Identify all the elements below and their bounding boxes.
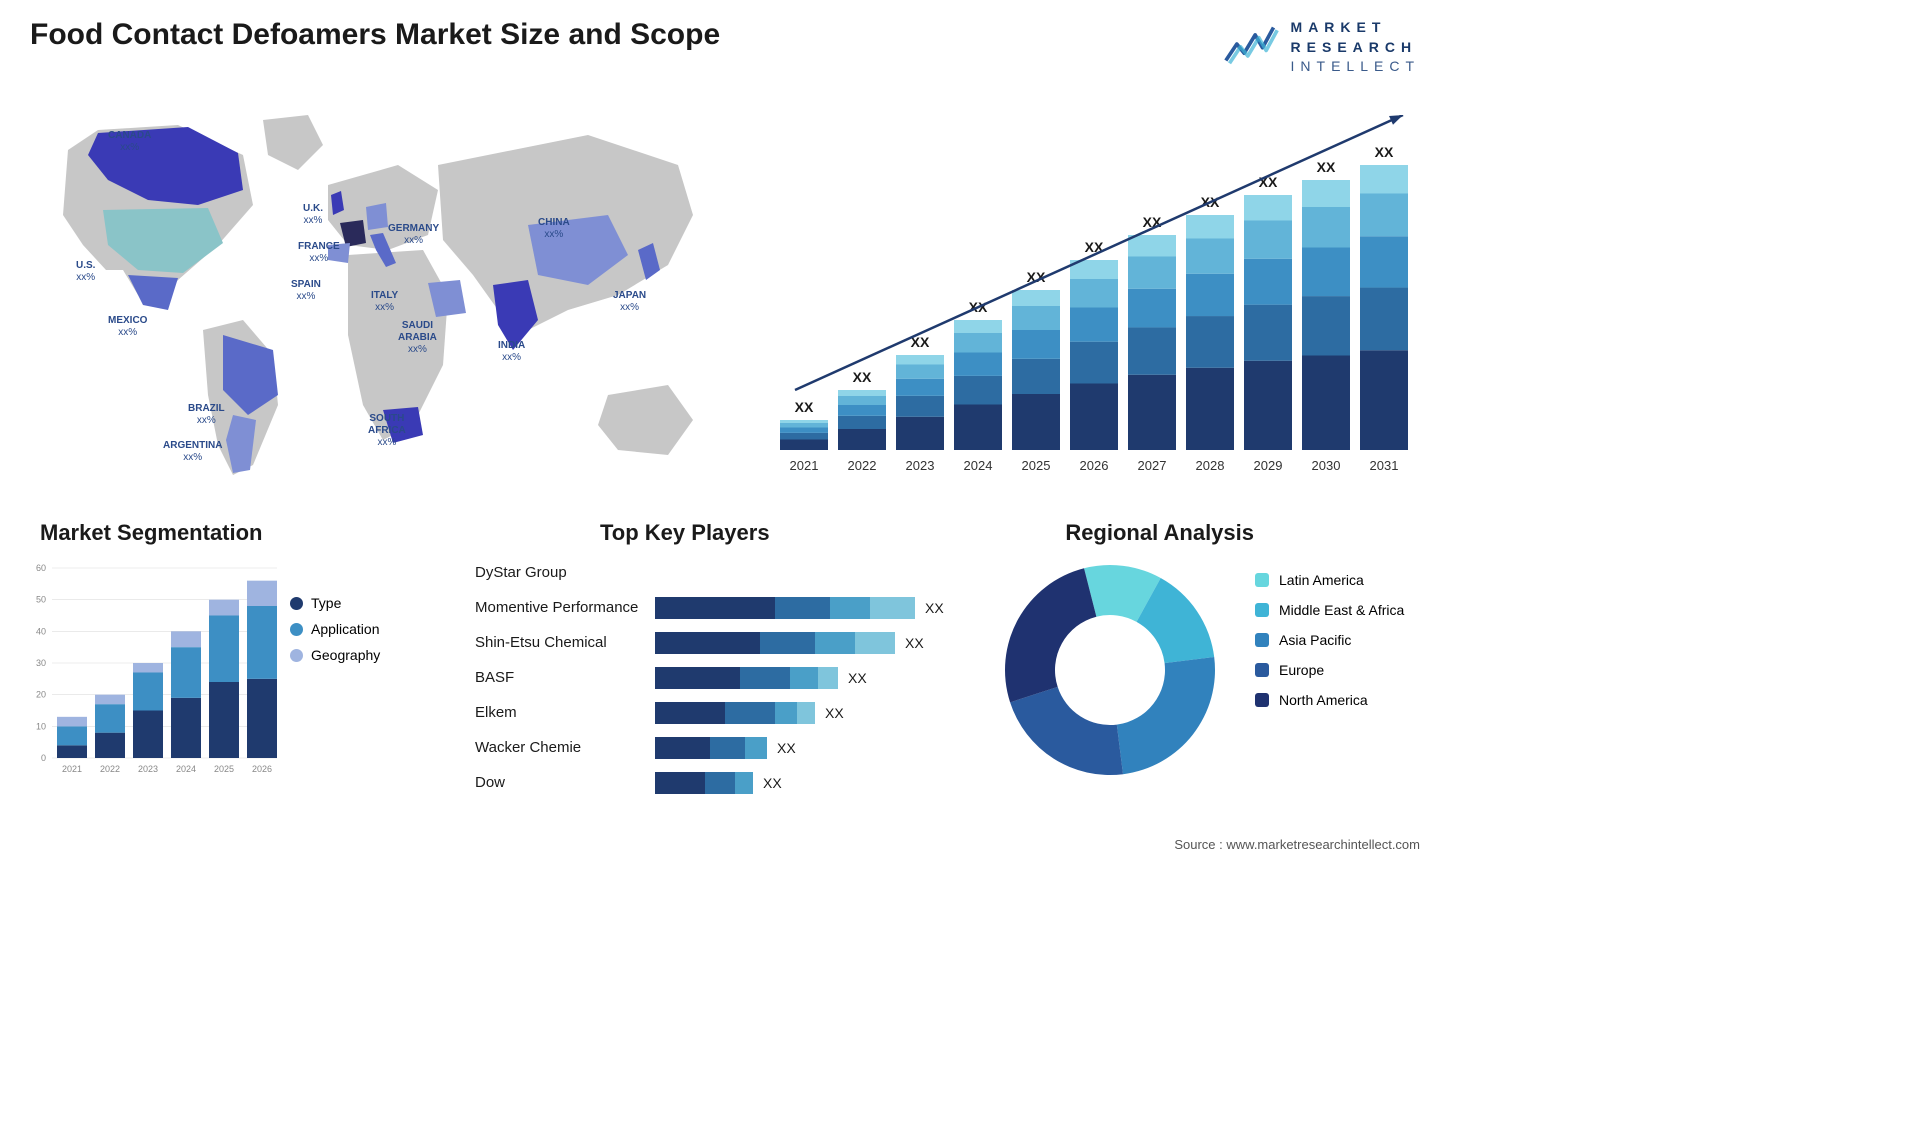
regional-legend-item: Middle East & Africa [1255,602,1420,618]
map-label: U.K.xx% [303,203,323,227]
map-label: JAPANxx% [613,290,646,314]
segmentation-legend-item: Geography [290,647,380,663]
players-row: Dow XX [475,768,965,797]
players-name: BASF [475,669,655,686]
segmentation-legend-item: Application [290,621,380,637]
regional-legend: Latin America Middle East & Africa Asia Pa… [1255,572,1420,722]
regional-legend-item: North America [1255,692,1420,708]
map-label: U.S.xx% [76,260,95,284]
svg-text:40: 40 [36,626,46,636]
logo-icon [1224,22,1279,72]
players-value: XX [905,635,924,651]
svg-text:2023: 2023 [906,458,935,473]
svg-text:2025: 2025 [214,764,234,774]
map-label: CANADAxx% [108,130,151,154]
players-bar [655,667,838,689]
svg-text:30: 30 [36,658,46,668]
segmentation-heading: Market Segmentation [40,520,263,546]
players-bar [655,597,915,619]
svg-text:2027: 2027 [1138,458,1167,473]
segmentation-legend-item: Type [290,595,380,611]
svg-text:2030: 2030 [1312,458,1341,473]
svg-text:10: 10 [36,721,46,731]
growth-chart: XX2021XX2022XX2023XX2024XX2025XX2026XX20… [770,115,1420,485]
logo-line1: MARKET [1291,18,1420,38]
svg-text:2024: 2024 [176,764,196,774]
players-heading: Top Key Players [600,520,770,546]
map-label: SAUDIARABIAxx% [398,320,437,356]
map-label: ITALYxx% [371,290,398,314]
regional-legend-item: Asia Pacific [1255,632,1420,648]
players-value: XX [825,705,844,721]
players-bar [655,772,753,794]
players-row: Elkem XX [475,698,965,727]
map-label: ARGENTINAxx% [163,440,222,464]
svg-text:2023: 2023 [138,764,158,774]
players-name: Shin-Etsu Chemical [475,634,655,651]
brand-logo: MARKET RESEARCH INTELLECT [1224,18,1420,77]
svg-text:0: 0 [41,753,46,763]
svg-text:XX: XX [1317,159,1336,175]
logo-line2: RESEARCH [1291,38,1420,58]
map-label: INDIAxx% [498,340,525,364]
svg-text:2022: 2022 [848,458,877,473]
segmentation-chart: 0 10 20 30 40 50 60 2021 2022 2023 2024 2025 2026 [28,553,428,803]
map-label: SOUTHAFRICAxx% [368,413,406,449]
map-label: FRANCExx% [298,241,340,265]
players-name: Momentive Performance [475,599,655,616]
map-label: SPAINxx% [291,279,321,303]
svg-text:XX: XX [795,399,814,415]
segmentation-legend: Type Application Geography [290,595,380,673]
players-bar [655,702,815,724]
players-name: Elkem [475,704,655,721]
svg-text:2022: 2022 [100,764,120,774]
svg-text:XX: XX [1375,144,1394,160]
players-value: XX [925,600,944,616]
map-label: MEXICOxx% [108,315,147,339]
svg-text:20: 20 [36,690,46,700]
segmentation-svg: 0 10 20 30 40 50 60 2021 2022 2023 2024 2025 2026 [28,553,288,783]
players-value: XX [848,670,867,686]
regional-legend-item: Latin America [1255,572,1420,588]
svg-text:2028: 2028 [1196,458,1225,473]
svg-text:2026: 2026 [252,764,272,774]
svg-text:2021: 2021 [62,764,82,774]
players-value: XX [763,775,782,791]
logo-line3: INTELLECT [1291,57,1420,77]
source-text: Source : www.marketresearchintellect.com [1174,837,1420,852]
players-row: BASF XX [475,663,965,692]
players-name: Dow [475,774,655,791]
map-label: GERMANYxx% [388,223,439,247]
svg-text:60: 60 [36,563,46,573]
world-map: CANADAxx% U.S.xx% MEXICOxx% BRAZILxx% ARGENT… [28,95,728,495]
map-label: CHINAxx% [538,217,570,241]
players-row: Wacker Chemie XX [475,733,965,762]
svg-text:2024: 2024 [964,458,993,473]
players-name: DyStar Group [475,564,655,581]
donut-svg [1000,560,1220,780]
players-row: Momentive Performance XX [475,593,965,622]
growth-chart-svg: XX2021XX2022XX2023XX2024XX2025XX2026XX20… [770,115,1420,485]
svg-text:2026: 2026 [1080,458,1109,473]
players-chart: DyStar GroupMomentive PerformanceXXShin-… [475,558,965,808]
svg-text:2021: 2021 [790,458,819,473]
players-bar [655,737,767,759]
regional-donut [1000,560,1220,780]
map-label: BRAZILxx% [188,403,225,427]
svg-text:2025: 2025 [1022,458,1051,473]
page-title: Food Contact Defoamers Market Size and S… [30,18,720,52]
svg-text:XX: XX [853,369,872,385]
svg-text:50: 50 [36,595,46,605]
players-row: Shin-Etsu Chemical XX [475,628,965,657]
svg-text:2029: 2029 [1254,458,1283,473]
players-name: Wacker Chemie [475,739,655,756]
regional-legend-item: Europe [1255,662,1420,678]
regional-heading: Regional Analysis [1065,520,1254,546]
players-row: DyStar Group [475,558,965,587]
players-bar [655,632,895,654]
svg-text:2031: 2031 [1370,458,1399,473]
players-value: XX [777,740,796,756]
